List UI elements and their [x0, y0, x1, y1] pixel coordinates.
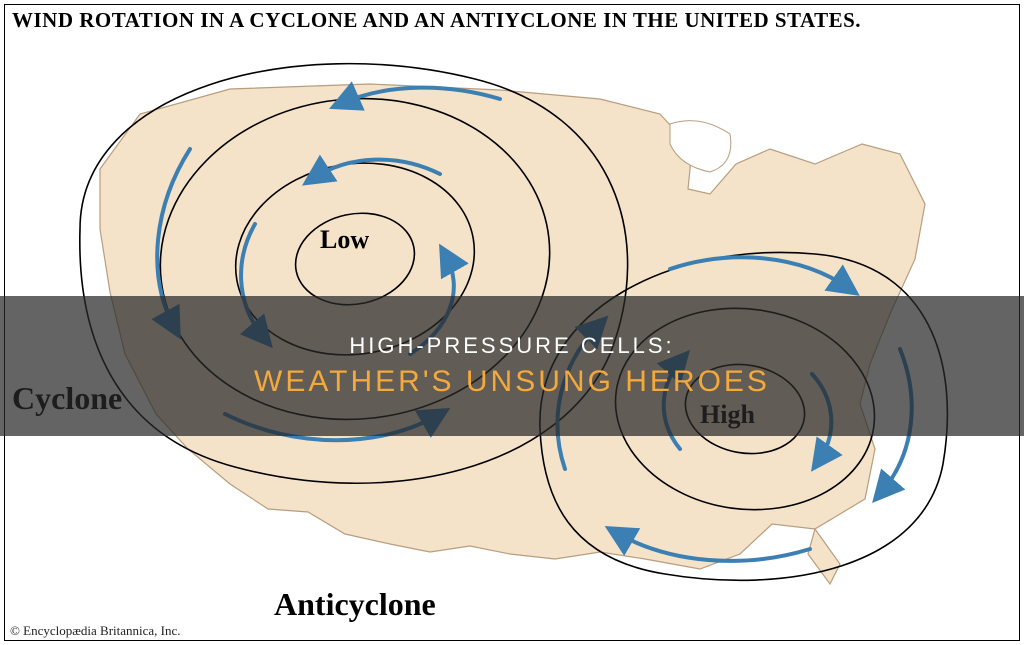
diagram-title: WIND ROTATION IN A CYCLONE AND AN ANTIYC…	[12, 8, 1012, 33]
overlay-banner: HIGH-PRESSURE CELLS: WEATHER'S UNSUNG HE…	[0, 296, 1024, 436]
banner-line2: WEATHER'S UNSUNG HEROES	[254, 365, 770, 399]
banner-line1: HIGH-PRESSURE CELLS:	[349, 333, 674, 359]
copyright-credit: © Encyclopædia Britannica, Inc.	[10, 623, 181, 639]
diagram-stage: WIND ROTATION IN A CYCLONE AND AN ANTIYC…	[0, 0, 1024, 645]
label-anticyclone: Anticyclone	[274, 586, 436, 623]
label-low: Low	[320, 225, 369, 255]
